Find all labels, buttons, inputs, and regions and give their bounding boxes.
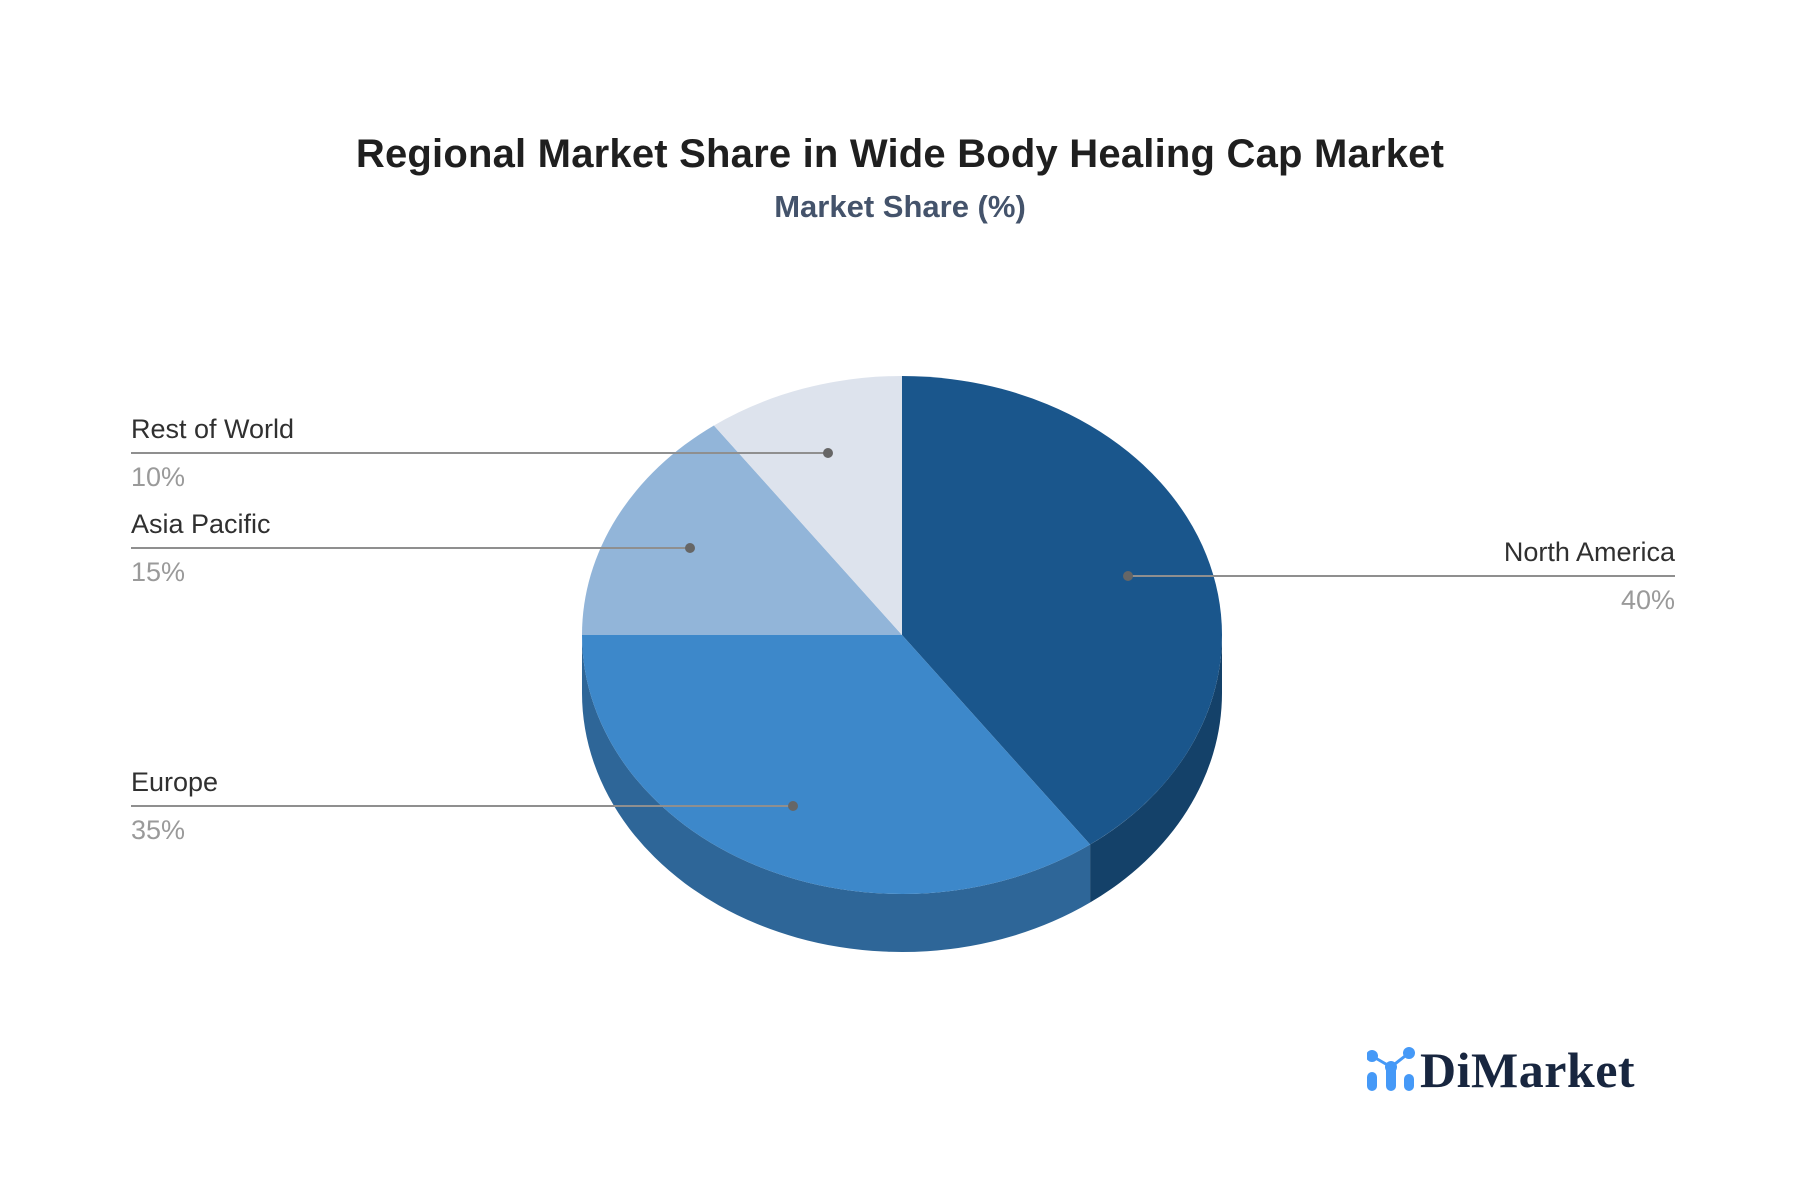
- callout-line: [131, 800, 799, 811]
- callout-dot: [685, 542, 695, 553]
- brand-logo-text: DiMarket: [1420, 1042, 1636, 1098]
- pie-slice-side: [1090, 635, 1222, 903]
- callout-dot: [788, 800, 799, 811]
- callout-line: [1123, 570, 1675, 581]
- chart-title: Regional Market Share in Wide Body Heali…: [355, 132, 1445, 176]
- pie-slice-europe[interactable]: [582, 635, 1091, 894]
- slice-callout: North America 40%: [1123, 535, 1675, 619]
- callout-line: [131, 542, 695, 553]
- slice-label: Europe: [131, 766, 219, 797]
- callout-dot: [1123, 570, 1134, 581]
- slice-callout: Europe 35%: [131, 765, 799, 849]
- callout-dot: [822, 447, 833, 458]
- chart-subtitle: Market Share (%): [774, 189, 1026, 224]
- brand-logo: DiMarket: [1367, 1042, 1647, 1098]
- slice-label: Asia Pacific: [131, 508, 271, 539]
- callout-line: [131, 447, 833, 458]
- pie-slice-side: [582, 635, 1091, 952]
- slice-label: North America: [1503, 536, 1675, 567]
- slice-value: 40%: [1620, 584, 1675, 615]
- slice-value: 15%: [131, 556, 186, 587]
- pie-slice-north-america[interactable]: [902, 376, 1222, 845]
- pie-slice-rest-of-world[interactable]: [713, 376, 902, 635]
- slice-callout: Rest of World 10%: [131, 412, 833, 496]
- slice-value: 10%: [131, 461, 186, 492]
- slice-label: Rest of World: [131, 413, 295, 444]
- slice-value: 35%: [131, 814, 186, 845]
- pie-slice-asia-pacific[interactable]: [582, 425, 902, 635]
- bar-chart-icon: [1367, 1047, 1415, 1091]
- slice-callout: Asia Pacific 15%: [131, 507, 695, 591]
